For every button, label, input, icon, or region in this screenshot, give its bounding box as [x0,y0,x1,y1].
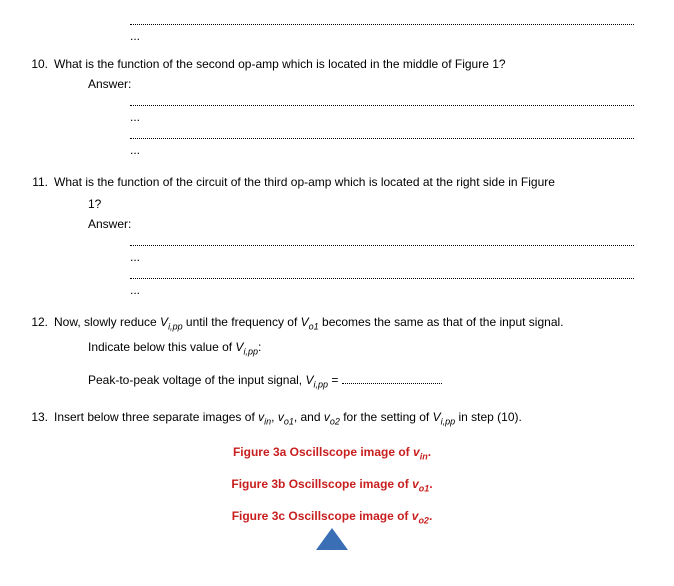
caption-label: Figure 3c Oscillscope image of [232,509,412,523]
ellipsis: ... [130,250,634,264]
answer-blank-line [130,245,634,246]
question-text: Insert below three separate images of vi… [54,408,634,429]
question-13: 13. Insert below three separate images o… [30,408,634,553]
text-frag: becomes the same as that of the input si… [319,315,564,329]
variable-base: V [433,410,441,424]
variable-sub: in [420,451,428,461]
caption-label: Figure 3a Oscillscope image of [233,445,413,459]
ellipsis: ... [130,29,634,43]
equation-line: Peak-to-peak voltage of the input signal… [88,371,634,392]
variable-base: v [413,445,420,459]
document-page: ... 10. What is the function of the seco… [0,0,674,579]
question-line: 12. Now, slowly reduce Vi,pp until the f… [30,313,634,334]
caption-end: . [429,477,432,491]
question-line: 11. What is the function of the circuit … [30,173,634,191]
text-frag: = [328,373,342,387]
figure-caption-3a: Figure 3a Oscillscope image of vin. [30,445,634,461]
question-11: 11. What is the function of the circuit … [30,173,634,297]
question-line: 10. What is the function of the second o… [30,55,634,73]
text-frag: , [271,410,278,424]
variable-sub: o1 [419,483,430,493]
figure-caption-3b: Figure 3b Oscillscope image of vo1. [30,477,634,493]
variable-sub: i,pp [168,321,183,331]
text-frag: Indicate below this value of [88,340,235,354]
variable-sub: i,pp [243,346,258,356]
variable-sub: o2 [418,516,429,526]
fill-in-blank [342,383,442,384]
answer-blank-line [130,278,634,279]
variable-base: V [301,315,309,329]
text-frag: , and [294,410,324,424]
text-frag: Insert below three separate images of [54,410,258,424]
text-frag: for the setting of [340,410,433,424]
variable-sub: i,pp [314,379,329,389]
question-number: 10. [30,55,54,73]
answer-label: Answer: [88,77,634,91]
figure-caption-3c: Figure 3c Oscillscope image of vo2. [30,509,634,525]
question-text: Now, slowly reduce Vi,pp until the frequ… [54,313,634,334]
ellipsis: ... [130,283,634,297]
text-frag: until the frequency of [183,315,301,329]
text-frag: Now, slowly reduce [54,315,160,329]
caption-end: . [429,509,432,523]
question-line: 13. Insert below three separate images o… [30,408,634,429]
question-12: 12. Now, slowly reduce Vi,pp until the f… [30,313,634,392]
ellipsis: ... [130,143,634,157]
question-number: 12. [30,313,54,331]
question-text: What is the function of the circuit of t… [54,173,634,191]
caption-label: Figure 3b Oscillscope image of [231,477,412,491]
text-frag: Peak-to-peak voltage of the input signal… [88,373,305,387]
question-text-cont: Indicate below this value of Vi,pp: [88,338,634,359]
text-frag: : [258,340,261,354]
question-10: 10. What is the function of the second o… [30,55,634,157]
arrow-container [30,528,634,553]
variable-sub: o2 [330,416,340,426]
answer-blank-line [130,138,634,139]
question-number: 11. [30,173,54,191]
text-frag: in step (10). [455,410,522,424]
arrow-up-icon [316,528,348,550]
variable-base: V [305,373,313,387]
answer-blank-line [130,24,634,25]
question-number: 13. [30,408,54,426]
variable-sub: i,pp [441,416,456,426]
question-text-cont: 1? [88,195,634,213]
variable-sub: o1 [284,416,294,426]
variable-base: V [160,315,168,329]
answer-blank-line [130,105,634,106]
ellipsis: ... [130,110,634,124]
caption-end: . [428,445,431,459]
answer-label: Answer: [88,217,634,231]
question-text: What is the function of the second op-am… [54,55,634,73]
variable-base: v [412,477,419,491]
variable-sub: o1 [309,321,319,331]
